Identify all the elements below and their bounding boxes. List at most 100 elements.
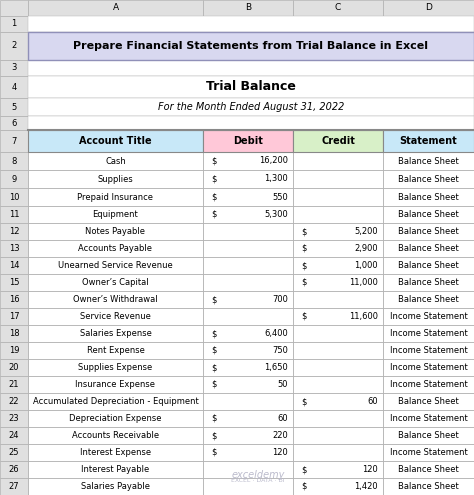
Text: Interest Expense: Interest Expense	[80, 448, 151, 457]
Text: Cash: Cash	[105, 156, 126, 165]
Text: 1,650: 1,650	[264, 363, 288, 372]
Text: Income Statement: Income Statement	[390, 414, 467, 423]
Text: $: $	[211, 193, 216, 201]
Bar	[0, 98, 28, 116]
Text: 12: 12	[9, 227, 19, 236]
Text: 8: 8	[11, 156, 17, 165]
Bar	[28, 0, 203, 16]
Bar	[203, 427, 293, 444]
Text: B: B	[245, 3, 251, 12]
Bar	[0, 152, 28, 170]
Bar	[28, 130, 203, 152]
Text: Balance Sheet: Balance Sheet	[398, 227, 459, 236]
Bar	[28, 308, 203, 325]
Bar	[293, 393, 383, 410]
Bar	[383, 410, 474, 427]
Bar	[383, 342, 474, 359]
Text: $: $	[301, 312, 306, 321]
Bar	[28, 76, 474, 98]
Bar	[0, 240, 28, 257]
Text: 120: 120	[272, 448, 288, 457]
Text: Accounts Payable: Accounts Payable	[79, 244, 153, 253]
Text: Supplies: Supplies	[98, 175, 133, 184]
Bar	[28, 206, 203, 223]
Bar	[293, 188, 383, 206]
Text: 27: 27	[9, 482, 19, 491]
Bar	[203, 342, 293, 359]
Bar	[203, 0, 293, 16]
Text: Insurance Expense: Insurance Expense	[75, 380, 155, 389]
Bar	[293, 308, 383, 325]
Text: Balance Sheet: Balance Sheet	[398, 431, 459, 440]
Text: Depreciation Expense: Depreciation Expense	[69, 414, 162, 423]
Bar	[293, 478, 383, 495]
Text: Prepare Financial Statements from Trial Balance in Excel: Prepare Financial Statements from Trial …	[73, 41, 428, 51]
Bar	[293, 410, 383, 427]
Bar	[383, 274, 474, 291]
Bar	[0, 206, 28, 223]
Text: $: $	[301, 278, 306, 287]
Text: 4: 4	[11, 83, 17, 92]
Bar	[203, 478, 293, 495]
Bar	[293, 0, 383, 16]
Text: $: $	[211, 156, 216, 165]
Bar	[203, 393, 293, 410]
Bar	[28, 32, 474, 60]
Bar	[28, 257, 203, 274]
Bar	[293, 274, 383, 291]
Text: $: $	[211, 295, 216, 304]
Bar	[203, 308, 293, 325]
Text: 550: 550	[272, 193, 288, 201]
Text: Balance Sheet: Balance Sheet	[398, 210, 459, 219]
Bar	[28, 376, 203, 393]
Bar	[28, 152, 203, 170]
Bar	[0, 32, 28, 60]
Bar	[28, 223, 203, 240]
Bar	[203, 274, 293, 291]
Text: 11: 11	[9, 210, 19, 219]
Bar	[203, 188, 293, 206]
Bar	[28, 274, 203, 291]
Bar	[203, 461, 293, 478]
Text: 1,000: 1,000	[355, 261, 378, 270]
Text: D: D	[425, 3, 432, 12]
Text: 60: 60	[367, 397, 378, 406]
Text: Account Title: Account Title	[79, 136, 152, 146]
Text: 16: 16	[9, 295, 19, 304]
Text: 17: 17	[9, 312, 19, 321]
Bar	[383, 257, 474, 274]
Bar	[0, 359, 28, 376]
Text: 700: 700	[272, 295, 288, 304]
Text: $: $	[211, 210, 216, 219]
Text: Balance Sheet: Balance Sheet	[398, 193, 459, 201]
Text: 120: 120	[362, 465, 378, 474]
Bar	[293, 376, 383, 393]
Text: Balance Sheet: Balance Sheet	[398, 482, 459, 491]
Bar	[383, 0, 474, 16]
Text: 50: 50	[277, 380, 288, 389]
Bar	[203, 444, 293, 461]
Bar	[383, 152, 474, 170]
Text: Income Statement: Income Statement	[390, 380, 467, 389]
Text: Income Statement: Income Statement	[390, 346, 467, 355]
Bar	[28, 427, 203, 444]
Bar	[0, 16, 28, 32]
Bar	[293, 342, 383, 359]
Bar	[0, 76, 28, 98]
Text: 750: 750	[272, 346, 288, 355]
Bar	[203, 291, 293, 308]
Text: 22: 22	[9, 397, 19, 406]
Bar	[203, 257, 293, 274]
Bar	[0, 308, 28, 325]
Text: 16,200: 16,200	[259, 156, 288, 165]
Bar	[0, 444, 28, 461]
Bar	[203, 170, 293, 188]
Text: Trial Balance: Trial Balance	[206, 81, 296, 94]
Text: 3: 3	[11, 63, 17, 72]
Bar	[383, 206, 474, 223]
Text: 18: 18	[9, 329, 19, 338]
Bar	[383, 393, 474, 410]
Text: Interest Payable: Interest Payable	[82, 465, 150, 474]
Text: Rent Expense: Rent Expense	[87, 346, 145, 355]
Bar	[0, 478, 28, 495]
